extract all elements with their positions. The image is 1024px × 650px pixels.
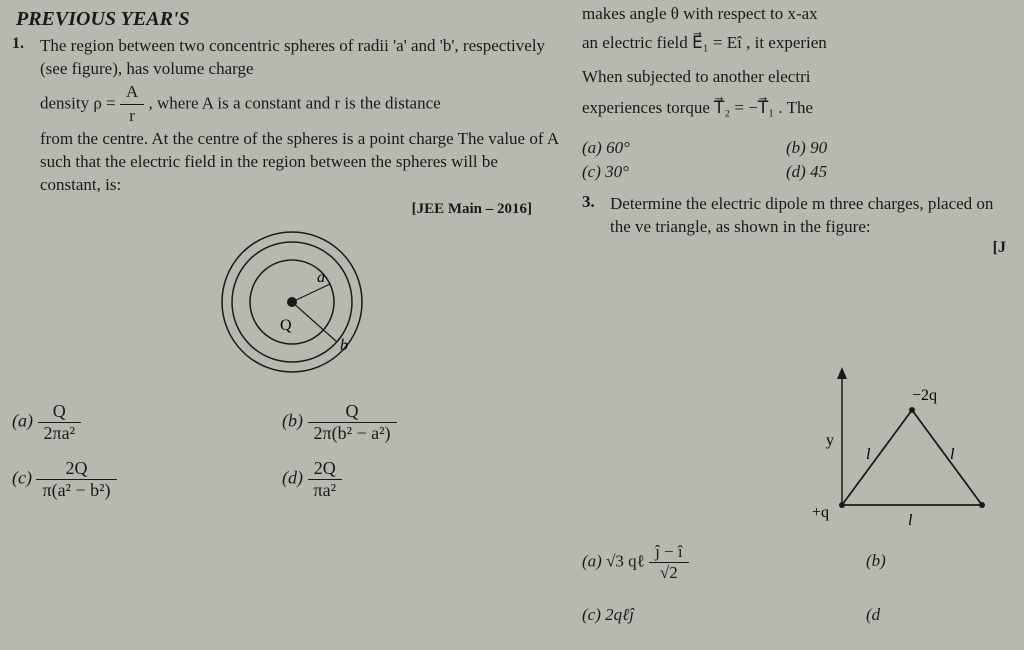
fig-label-q: Q [280, 317, 292, 334]
q3-opt-a-label: (a) [582, 551, 602, 570]
q1-line1: The region between two concentric sphere… [40, 36, 545, 78]
q1-density-frac: A r [120, 81, 144, 128]
q3-opt-d: (d [866, 605, 946, 625]
concentric-spheres-svg: a b Q [202, 222, 382, 382]
triangle-svg: y +q −2q l l l [782, 355, 1002, 535]
q1-opt-a-num: Q [38, 401, 81, 423]
q1-opt-c-label: (c) [12, 467, 32, 487]
q1-opt-a-label: (a) [12, 410, 33, 430]
tri-sidel1: l [866, 446, 871, 463]
tri-leftq: +q [812, 504, 829, 521]
q1-opt-d-num: 2Q [308, 458, 342, 480]
q3-opt-a-pre: √3 qℓ [606, 551, 649, 570]
r-line2c: , it experien [746, 33, 827, 52]
q3-opt-a-num: ĵ − î [649, 542, 689, 563]
r-line2: an electric field E⃗₁ = Eî , it experien [582, 31, 1012, 54]
section-heading: PREVIOUS YEAR'S [16, 8, 572, 31]
fig-label-b: b [340, 337, 348, 354]
q1-density-prefix: density ρ = [40, 93, 120, 112]
right-column: makes angle θ with respect to x-ax an el… [582, 0, 1012, 257]
tri-sidel2: l [950, 446, 955, 463]
q2-opt-d: (d) 45 [786, 162, 986, 182]
q1-opt-b-num: Q [308, 401, 397, 423]
tri-topq: −2q [912, 387, 937, 404]
tri-base: l [908, 512, 913, 529]
q1-body: The region between two concentric sphere… [40, 35, 560, 197]
q1-density-num: A [120, 81, 144, 105]
q1-citation: [JEE Main – 2016] [12, 201, 532, 218]
r-line4c: . The [778, 98, 813, 117]
q1-opt-a-den: 2πa² [38, 423, 81, 444]
q1-opt-a: (a) Q 2πa² [12, 401, 262, 444]
left-column: PREVIOUS YEAR'S 1. The region between tw… [12, 0, 572, 515]
q2-opt-c: (c) 30° [582, 162, 782, 182]
q3-opt-b: (b) [866, 551, 946, 571]
q1-opt-c: (c) 2Q π(a² − b²) [12, 458, 262, 501]
q3-figure: y +q −2q l l l [782, 355, 1002, 540]
q3-options: (a) √3 qℓ ĵ − î √2 (b) (c) 2qℓĵ (d [582, 540, 1002, 627]
q1-opt-c-den: π(a² − b²) [36, 480, 116, 501]
q3-opt-a-frac: ĵ − î √2 [649, 542, 689, 583]
q1-opt-c-frac: 2Q π(a² − b²) [36, 458, 116, 501]
q2-options: (a) 60° (b) 90 (c) 30° (d) 45 [582, 136, 1012, 184]
fig-label-a: a [317, 269, 325, 286]
q3-cite: [J [582, 239, 1006, 257]
q2-opt-a: (a) 60° [582, 138, 782, 158]
q1-density-suffix: , where A is a constant and r is the dis… [148, 93, 440, 112]
r-line4b: T⃗₂ = −T⃗₁ [714, 98, 774, 117]
r-line4: experiences torque T⃗₂ = −T⃗₁ . The [582, 96, 1012, 119]
r-line4a: experiences torque [582, 98, 714, 117]
q1-opt-b-den: 2π(b² − a²) [308, 423, 397, 444]
q1-opt-a-frac: Q 2πa² [38, 401, 81, 444]
q1-opt-d-label: (d) [282, 467, 303, 487]
q1-options-row1: (a) Q 2πa² (b) Q 2π(b² − a²) [12, 401, 532, 444]
q1-opt-b-label: (b) [282, 410, 303, 430]
q3-body: Determine the electric dipole m three ch… [610, 192, 1000, 239]
q3-opt-a: (a) √3 qℓ ĵ − î √2 [582, 542, 862, 583]
q3-opt-a-den: √2 [649, 563, 689, 583]
q1-opt-d-den: πa² [308, 480, 342, 501]
q1-number: 1. [12, 35, 36, 53]
q1-opt-d: (d) 2Q πa² [282, 458, 532, 501]
r-line2a: an electric field [582, 33, 692, 52]
r-line1: makes angle θ with respect to x-ax [582, 2, 1012, 25]
q3-number: 3. [582, 192, 606, 212]
q1-options-row2: (c) 2Q π(a² − b²) (d) 2Q πa² [12, 458, 532, 501]
q1-line3: from the centre. At the centre of the sp… [40, 129, 558, 194]
question-3: 3. Determine the electric dipole m three… [582, 192, 1012, 239]
q1-opt-c-num: 2Q [36, 458, 116, 480]
q2-opt-b: (b) 90 [786, 138, 986, 158]
q1-opt-d-frac: 2Q πa² [308, 458, 342, 501]
tri-y-label: y [826, 432, 834, 449]
r-line3: When subjected to another electri [582, 65, 1012, 88]
q1-figure: a b Q [12, 222, 572, 387]
q1-opt-b: (b) Q 2π(b² − a²) [282, 401, 532, 444]
q3-opt-c: (c) 2qℓĵ [582, 605, 862, 625]
r-line2b: E⃗₁ = Eî [692, 33, 742, 52]
page: PREVIOUS YEAR'S 1. The region between tw… [12, 0, 1012, 650]
q1-density-den: r [120, 105, 144, 128]
question-1: 1. The region between two concentric sph… [12, 35, 572, 197]
q1-opt-b-frac: Q 2π(b² − a²) [308, 401, 397, 444]
